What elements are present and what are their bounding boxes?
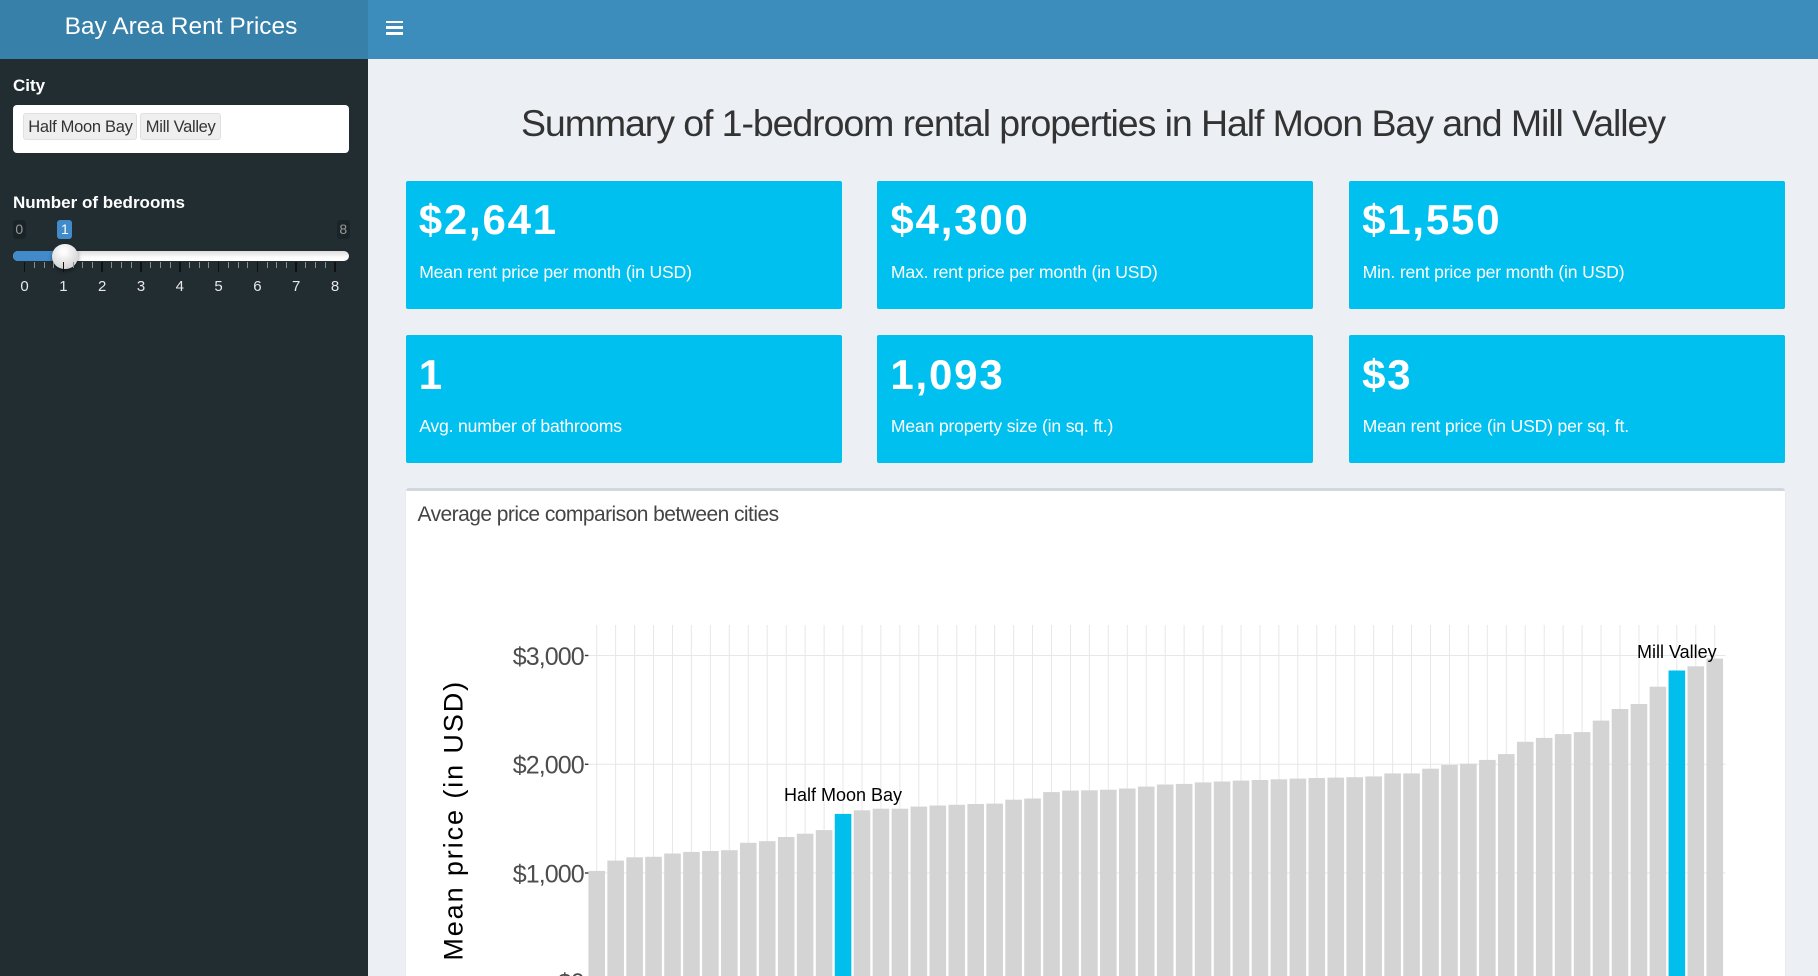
svg-text:$0: $0 (558, 969, 584, 976)
svg-text:Mill Valley: Mill Valley (1637, 642, 1717, 662)
svg-text:$2,000: $2,000 (513, 752, 584, 780)
svg-text:$3,000: $3,000 (513, 643, 584, 671)
svg-text:Half Moon Bay: Half Moon Bay (784, 785, 902, 805)
svg-text:Mean price (in USD): Mean price (in USD) (439, 680, 469, 961)
svg-text:$1,000: $1,000 (513, 860, 584, 888)
